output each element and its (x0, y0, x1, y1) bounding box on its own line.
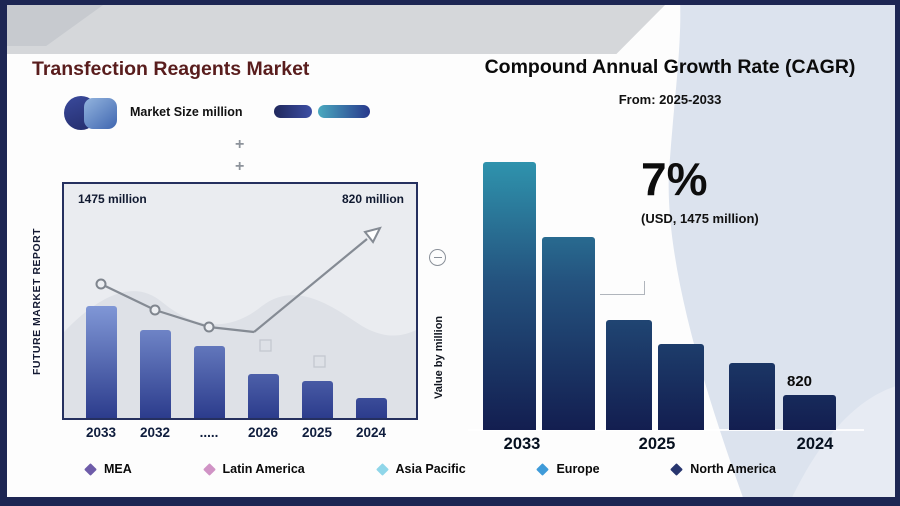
x-label: ..... (199, 425, 219, 440)
legend-diamond-icon (375, 462, 389, 476)
annotation-end-value: 820 million (341, 192, 404, 206)
left-chart-title: Transfection Reagents Market (32, 58, 310, 80)
left-bar-2025 (301, 381, 333, 418)
bar-value-label: 820 (787, 373, 813, 390)
legend-diamond-icon (536, 462, 550, 476)
right-bar (542, 237, 595, 430)
icon-cylinder-part (84, 98, 117, 129)
annotation-start-value: 1475 million (78, 192, 147, 206)
legend-item: Europe (536, 462, 600, 476)
left-x-axis: 2033 2032 ..... 2026 2025 2024 (62, 425, 418, 440)
legend-item: Asia Pacific (375, 462, 466, 476)
right-y-axis-label: Value by million (433, 315, 445, 400)
x-label: 2025 (638, 435, 676, 453)
bar-group-2033 (483, 162, 595, 430)
legend-label: North America (690, 462, 776, 476)
trend-line-arrow (95, 226, 382, 368)
legend-item: Latin America (202, 462, 305, 476)
right-baseline (468, 429, 864, 431)
x-label: 2024 (796, 435, 834, 453)
minus-circle-icon (429, 249, 446, 266)
legend-label: Europe (556, 462, 600, 476)
left-bar-2024 (355, 398, 387, 418)
right-bar (729, 363, 775, 430)
market-size-icon (64, 94, 122, 132)
left-bar-2033 (85, 306, 117, 418)
legend-label: Asia Pacific (395, 462, 466, 476)
left-bar-2032 (139, 330, 171, 418)
legend-item: North America (670, 462, 776, 476)
right-chart-title: Compound Annual Growth Rate (CAGR) (484, 56, 856, 78)
plus-icon: + (235, 136, 245, 153)
legend-label: Latin America (222, 462, 305, 476)
decor-pill-dark (274, 105, 312, 118)
legend-item: MEA (84, 462, 132, 476)
right-bar (483, 162, 536, 430)
legend-diamond-icon (202, 462, 216, 476)
right-bar (658, 344, 704, 430)
region-legend: MEA Latin America Asia Pacific Europe No… (84, 462, 776, 476)
x-label: 2033 (503, 435, 541, 453)
bracket-decor (600, 281, 645, 295)
x-label: 2024 (355, 425, 387, 440)
right-bar (783, 395, 836, 430)
top-gray-band (0, 0, 670, 54)
x-label: 2032 (139, 425, 171, 440)
decor-pill-teal (318, 105, 370, 118)
left-y-axis-label: FUTURE MARKET REPORT (31, 227, 43, 375)
x-label: 2026 (247, 425, 279, 440)
legend-diamond-icon (670, 462, 684, 476)
market-size-chart: 1475 million 820 million (62, 182, 418, 420)
x-label: 2025 (301, 425, 333, 440)
bar-group-2025 (606, 320, 704, 430)
right-bar (606, 320, 652, 430)
legend-label: MEA (104, 462, 132, 476)
legend-diamond-icon (84, 462, 97, 476)
x-label: 2033 (85, 425, 117, 440)
cagr-note: (USD, 1475 million) (641, 211, 759, 226)
plus-icon: + (235, 158, 245, 175)
bar-group-2024 (729, 363, 836, 430)
left-bar-series (78, 184, 394, 418)
left-bar-dots (193, 346, 225, 418)
right-background-shape (668, 0, 900, 506)
market-size-legend-label: Market Size million (130, 105, 243, 119)
left-bar-2026 (247, 374, 279, 418)
cagr-value: 7% (641, 153, 708, 205)
right-subtitle: From: 2025-2033 (618, 92, 722, 107)
